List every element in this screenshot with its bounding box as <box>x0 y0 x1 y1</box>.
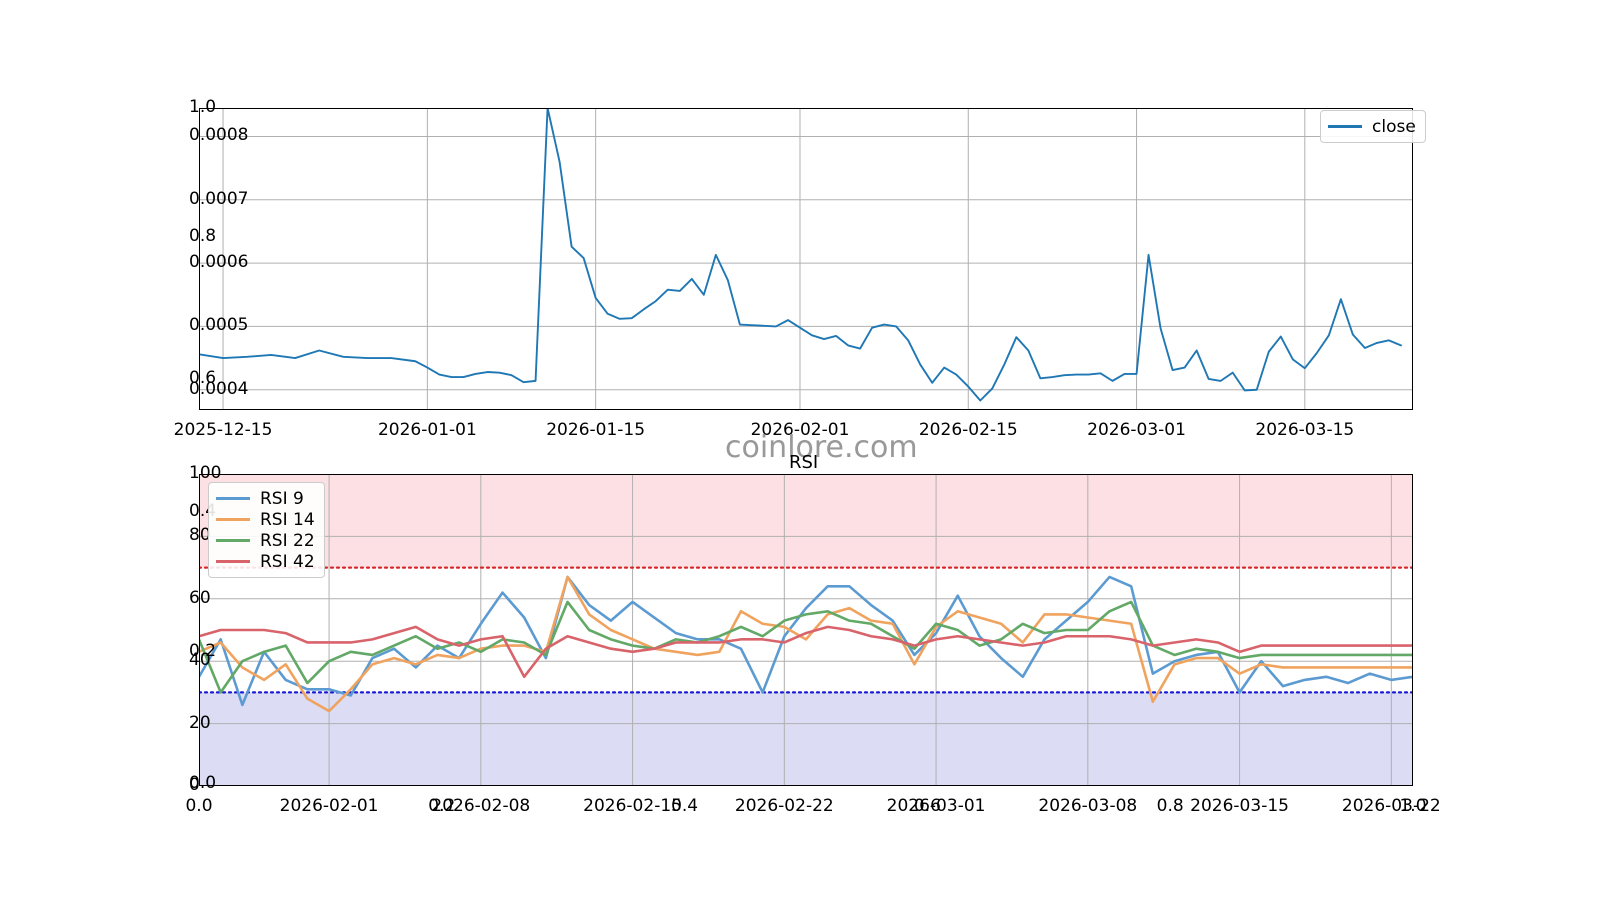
legend-label: RSI 42 <box>260 551 315 572</box>
rsi-series-rsi-42 <box>199 625 1413 679</box>
rsi-plot-svg <box>199 474 1413 786</box>
legend-label: RSI 14 <box>260 509 315 530</box>
price-series-close <box>199 108 1402 402</box>
x-tick-label: 2026-03-08 <box>1038 796 1138 816</box>
oversold-band <box>199 692 1413 786</box>
price-chart-panel <box>199 108 1413 410</box>
legend-item[interactable]: RSI 14 <box>216 509 315 530</box>
x-tick-label: 2026-01-15 <box>546 420 646 440</box>
legend-line-swatch <box>216 539 250 542</box>
x-tick-label: 0.6 <box>913 796 941 816</box>
legend-line-swatch <box>216 497 250 500</box>
x-tick-label: 0.4 <box>671 796 699 816</box>
x-tick-label: 2026-02-22 <box>734 796 834 816</box>
price-legend[interactable]: close <box>1320 110 1426 143</box>
x-tick-label: 2026-03-01 <box>886 796 986 816</box>
x-tick-label: 2026-02-15 <box>918 420 1018 440</box>
overbought-band <box>199 474 1413 568</box>
rsi-panel-title: RSI <box>789 452 819 473</box>
legend-line-swatch <box>216 560 250 563</box>
x-tick-label: 1.0 <box>1399 796 1427 816</box>
x-tick-label: 2026-03-22 <box>1341 796 1441 816</box>
x-tick-label: 0.8 <box>1156 796 1184 816</box>
x-tick-label: 2025-12-15 <box>173 420 273 440</box>
rsi-chart-panel <box>199 474 1413 786</box>
legend-label: close <box>1372 116 1416 137</box>
legend-line-swatch <box>216 518 250 521</box>
x-tick-label: 2026-01-01 <box>377 420 477 440</box>
legend-item[interactable]: RSI 42 <box>216 551 315 572</box>
x-tick-label: 2026-02-01 <box>750 420 850 440</box>
rsi-legend[interactable]: RSI 9 RSI 14 RSI 22 RSI 42 <box>208 482 325 578</box>
x-tick-label: 0.0 <box>185 796 213 816</box>
x-tick-label: 2026-03-15 <box>1190 796 1289 816</box>
rsi-series-rsi-22 <box>199 600 1413 694</box>
legend-label: RSI 9 <box>260 488 304 509</box>
watermark-coinlore: coinlore.com <box>725 430 918 465</box>
x-tick-label: 2026-03-01 <box>1087 420 1186 440</box>
legend-label: RSI 22 <box>260 530 315 551</box>
legend-item[interactable]: RSI 22 <box>216 530 315 551</box>
x-tick-label: 2026-02-08 <box>431 796 531 816</box>
x-tick-label: 2026-03-15 <box>1255 420 1355 440</box>
legend-item[interactable]: close <box>1328 116 1416 137</box>
rsi-series-rsi-14 <box>199 575 1413 713</box>
x-tick-label: 2026-02-15 <box>583 796 682 816</box>
x-tick-label: 0.2 <box>428 796 456 816</box>
legend-line-swatch <box>1328 125 1362 128</box>
legend-item[interactable]: RSI 9 <box>216 488 315 509</box>
price-plot-svg <box>199 108 1413 410</box>
rsi-series-rsi-9 <box>199 575 1413 707</box>
x-tick-label: 2026-02-01 <box>279 796 379 816</box>
